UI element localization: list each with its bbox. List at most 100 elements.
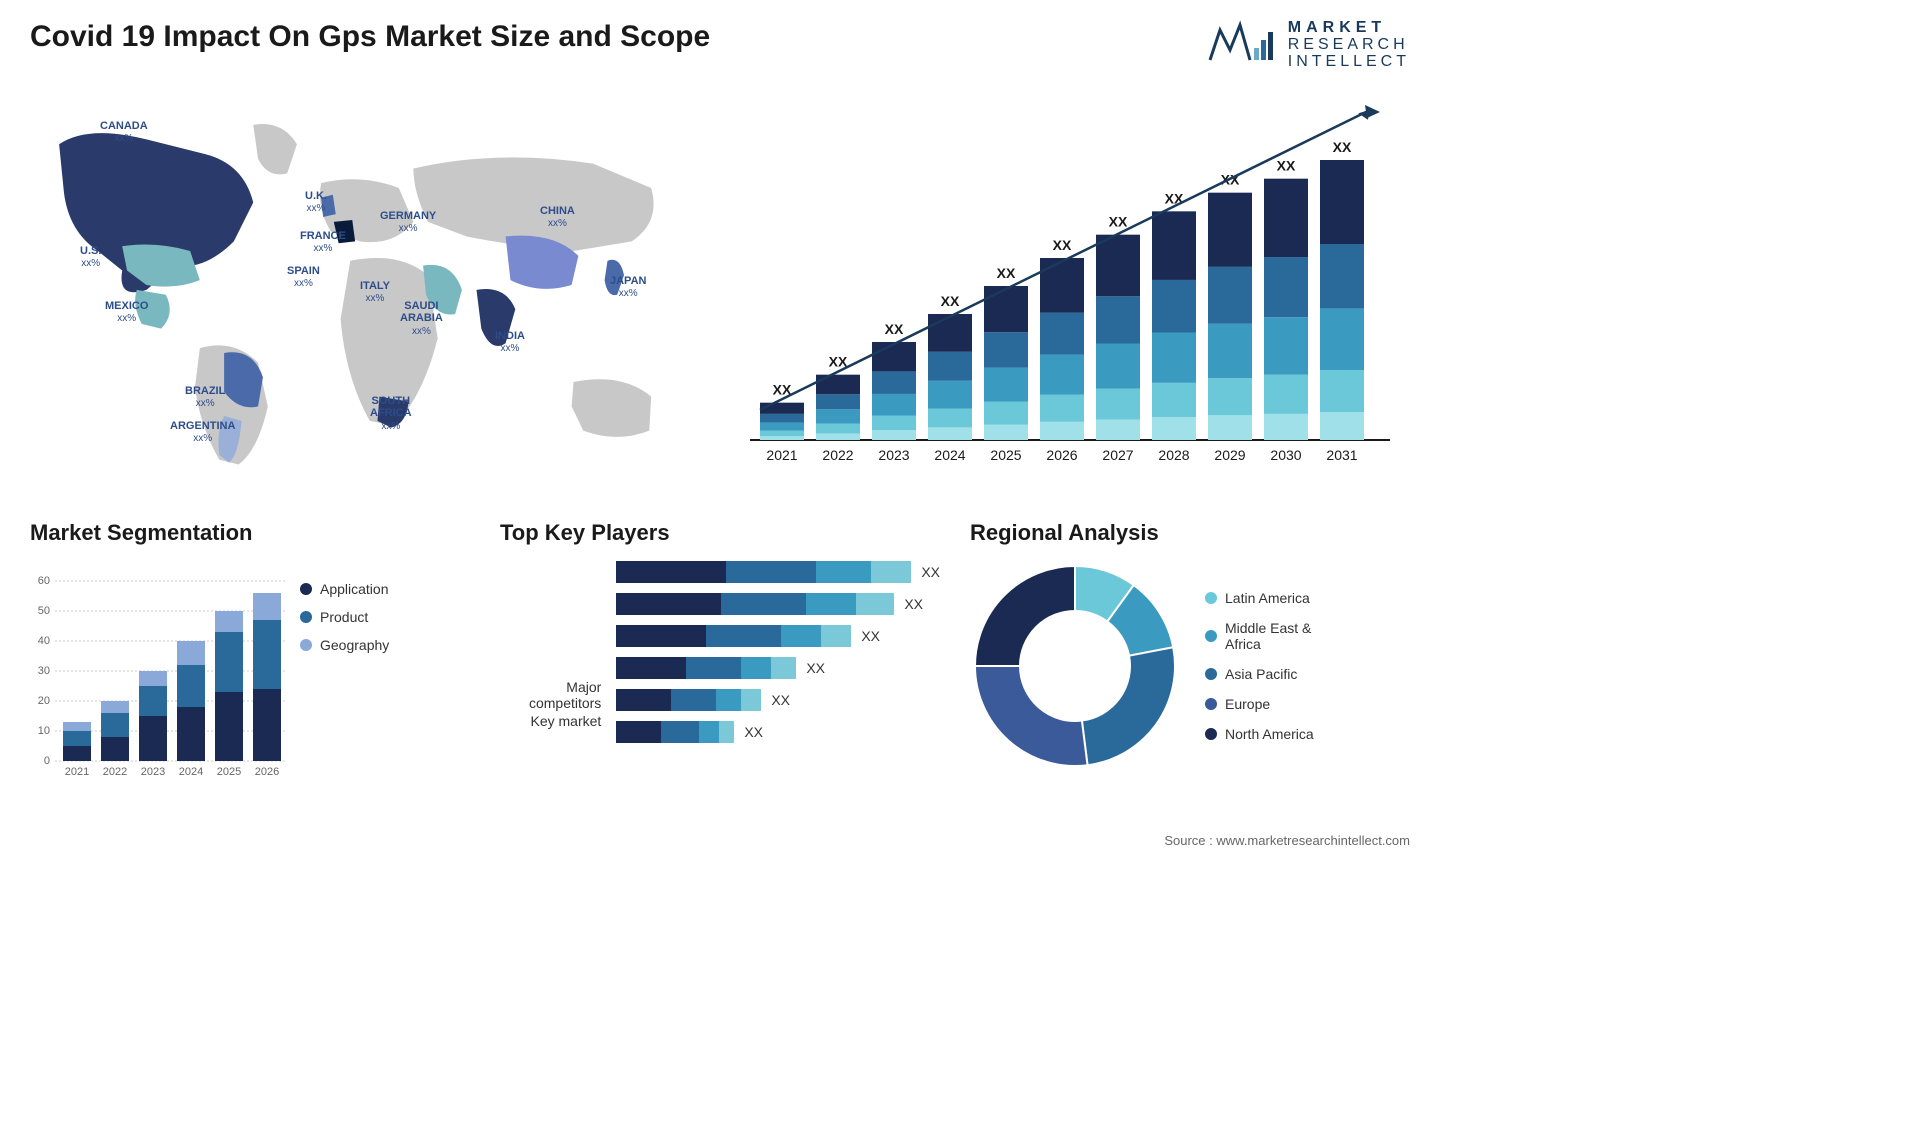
player-seg bbox=[771, 657, 796, 679]
svg-text:2025: 2025 bbox=[990, 447, 1021, 463]
svg-text:XX: XX bbox=[1109, 214, 1128, 230]
player-value: XX bbox=[861, 628, 880, 644]
legend-label: Latin America bbox=[1225, 590, 1310, 606]
legend-item: Application bbox=[300, 581, 389, 597]
logo-text: MARKET RESEARCH INTELLECT bbox=[1288, 20, 1410, 70]
players-title: Top Key Players bbox=[500, 520, 940, 546]
logo-line1: MARKET bbox=[1288, 20, 1410, 37]
player-seg bbox=[616, 625, 706, 647]
player-bar bbox=[616, 561, 911, 583]
map-label: INDIAxx% bbox=[495, 330, 525, 354]
map-label: CANADAxx% bbox=[100, 120, 148, 144]
players-bars: XX XX XX XX XX XX bbox=[616, 561, 940, 743]
regional-section: Regional Analysis Latin America Middle Ea… bbox=[970, 520, 1410, 781]
map-label: GERMANYxx% bbox=[380, 210, 436, 234]
player-value: XX bbox=[771, 692, 790, 708]
segmentation-chart: 0102030405060202120222023202420252026 bbox=[30, 561, 280, 781]
player-value: XX bbox=[921, 564, 940, 580]
svg-text:2029: 2029 bbox=[1214, 447, 1245, 463]
legend-item: Asia Pacific bbox=[1205, 666, 1314, 682]
svg-text:2026: 2026 bbox=[255, 766, 279, 778]
svg-text:2030: 2030 bbox=[1270, 447, 1301, 463]
player-seg bbox=[661, 721, 699, 743]
map-label: MEXICOxx% bbox=[105, 300, 148, 324]
legend-label: Application bbox=[320, 581, 389, 597]
legend-dot-icon bbox=[1205, 630, 1217, 642]
player-bar bbox=[616, 657, 796, 679]
player-seg bbox=[616, 689, 671, 711]
player-seg bbox=[719, 721, 734, 743]
map-label: SPAINxx% bbox=[287, 265, 320, 289]
player-value: XX bbox=[744, 724, 763, 740]
world-map: CANADAxx%U.S.xx%MEXICOxx%BRAZILxx%ARGENT… bbox=[30, 90, 690, 480]
svg-text:2031: 2031 bbox=[1326, 447, 1357, 463]
logo-icon bbox=[1208, 20, 1278, 70]
source-text: Source : www.marketresearchintellect.com bbox=[1164, 833, 1410, 848]
map-label: U.K.xx% bbox=[305, 190, 327, 214]
svg-text:2024: 2024 bbox=[179, 766, 203, 778]
legend-item: Middle East &Africa bbox=[1205, 620, 1314, 652]
svg-text:2027: 2027 bbox=[1102, 447, 1133, 463]
page-title: Covid 19 Impact On Gps Market Size and S… bbox=[30, 20, 710, 54]
player-seg bbox=[699, 721, 719, 743]
legend-dot-icon bbox=[300, 611, 312, 623]
map-label: U.S.xx% bbox=[80, 245, 101, 269]
player-seg bbox=[686, 657, 741, 679]
player-seg bbox=[781, 625, 821, 647]
svg-text:XX: XX bbox=[997, 265, 1016, 281]
svg-text:XX: XX bbox=[1053, 237, 1072, 253]
svg-text:XX: XX bbox=[1277, 158, 1296, 174]
player-row: XX bbox=[616, 625, 940, 647]
player-seg bbox=[616, 657, 686, 679]
legend-dot-icon bbox=[300, 639, 312, 651]
svg-text:0: 0 bbox=[44, 755, 50, 767]
player-row: XX bbox=[616, 593, 940, 615]
player-seg bbox=[816, 561, 871, 583]
svg-text:2025: 2025 bbox=[217, 766, 241, 778]
players-section: Top Key Players Major competitorsKey mar… bbox=[500, 520, 940, 781]
player-seg bbox=[616, 593, 721, 615]
svg-text:40: 40 bbox=[38, 635, 50, 647]
svg-text:XX: XX bbox=[1333, 139, 1352, 155]
legend-dot-icon bbox=[300, 583, 312, 595]
player-row: XX bbox=[616, 689, 940, 711]
player-seg bbox=[741, 689, 761, 711]
player-seg bbox=[856, 593, 894, 615]
player-bar bbox=[616, 593, 894, 615]
legend-dot-icon bbox=[1205, 592, 1217, 604]
legend-item: Geography bbox=[300, 637, 389, 653]
player-bar bbox=[616, 689, 761, 711]
legend-label: Geography bbox=[320, 637, 389, 653]
players-labels: Major competitorsKey market bbox=[500, 679, 601, 743]
map-label: SOUTHAFRICAxx% bbox=[370, 395, 412, 431]
svg-text:2024: 2024 bbox=[934, 447, 965, 463]
regional-title: Regional Analysis bbox=[970, 520, 1410, 546]
player-bar bbox=[616, 625, 851, 647]
player-seg bbox=[871, 561, 911, 583]
svg-text:60: 60 bbox=[38, 575, 50, 587]
segmentation-legend: Application Product Geography bbox=[300, 561, 389, 781]
legend-dot-icon bbox=[1205, 698, 1217, 710]
svg-text:20: 20 bbox=[38, 695, 50, 707]
player-axis-label: Key market bbox=[500, 713, 601, 741]
map-label: FRANCExx% bbox=[300, 230, 346, 254]
map-label: CHINAxx% bbox=[540, 205, 575, 229]
player-row: XX bbox=[616, 657, 940, 679]
player-seg bbox=[616, 561, 726, 583]
player-row: XX bbox=[616, 721, 940, 743]
map-label: SAUDIARABIAxx% bbox=[400, 300, 443, 336]
legend-item: Product bbox=[300, 609, 389, 625]
player-row: XX bbox=[616, 561, 940, 583]
map-label: JAPANxx% bbox=[610, 275, 646, 299]
player-seg bbox=[721, 593, 806, 615]
logo-line2: RESEARCH bbox=[1288, 37, 1410, 54]
legend-item: Latin America bbox=[1205, 590, 1314, 606]
legend-label: Asia Pacific bbox=[1225, 666, 1297, 682]
player-value: XX bbox=[806, 660, 825, 676]
svg-text:2023: 2023 bbox=[141, 766, 165, 778]
svg-text:2022: 2022 bbox=[103, 766, 127, 778]
map-label: ITALYxx% bbox=[360, 280, 390, 304]
legend-label: North America bbox=[1225, 726, 1314, 742]
map-label: BRAZILxx% bbox=[185, 385, 225, 409]
svg-text:50: 50 bbox=[38, 605, 50, 617]
